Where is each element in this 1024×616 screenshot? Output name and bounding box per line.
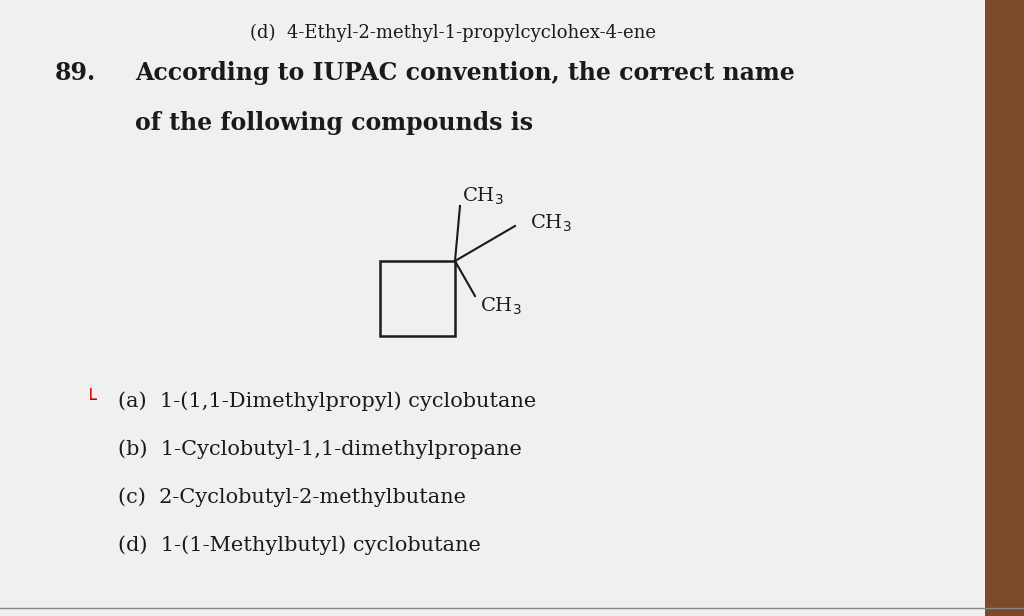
Text: (b)  1-Cyclobutyl-1,1-dimethylpropane: (b) 1-Cyclobutyl-1,1-dimethylpropane (118, 439, 522, 459)
Text: (d)  4-Ethyl-2-methyl-1-propylcyclohex-4-ene: (d) 4-Ethyl-2-methyl-1-propylcyclohex-4-… (250, 24, 656, 43)
Text: CH$_3$: CH$_3$ (480, 295, 521, 317)
Text: of the following compounds is: of the following compounds is (135, 111, 534, 135)
Text: According to IUPAC convention, the correct name: According to IUPAC convention, the corre… (135, 61, 795, 85)
Text: 89.: 89. (55, 61, 96, 85)
Text: CH$_3$: CH$_3$ (530, 213, 571, 233)
Text: (c)  2-Cyclobutyl-2-methylbutane: (c) 2-Cyclobutyl-2-methylbutane (118, 487, 466, 507)
Text: CH$_3$: CH$_3$ (462, 185, 504, 206)
Text: (d)  1-(1-Methylbutyl) cyclobutane: (d) 1-(1-Methylbutyl) cyclobutane (118, 535, 481, 555)
Bar (985, 0, 1024, 616)
Text: └: └ (85, 392, 96, 410)
Text: (a)  1-(1,1-Dimethylpropyl) cyclobutane: (a) 1-(1,1-Dimethylpropyl) cyclobutane (118, 391, 537, 411)
